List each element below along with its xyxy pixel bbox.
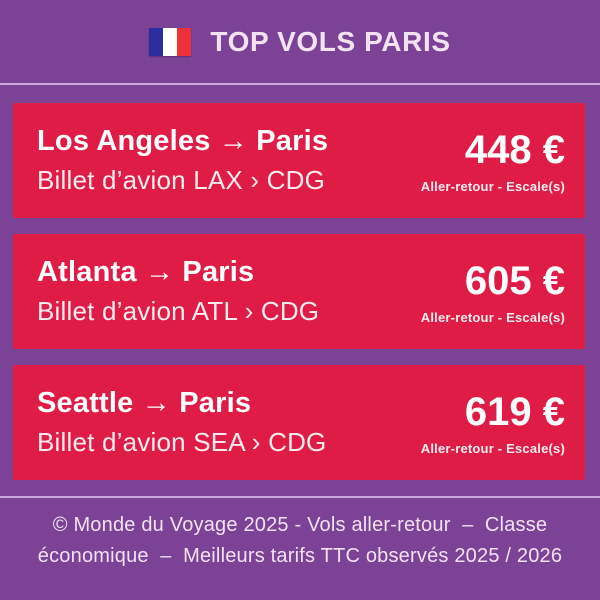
flight-route: Los Angeles → Paris bbox=[37, 125, 329, 157]
flight-route: Atlanta → Paris bbox=[37, 256, 255, 288]
flight-info: Atlanta → Paris Billet d’avion ATL › CDG bbox=[37, 256, 319, 327]
header: TOP VOLS PARIS bbox=[0, 0, 600, 85]
flight-card-los-angeles-paris[interactable]: Los Angeles → Paris Billet d’avion LAX ›… bbox=[13, 103, 585, 218]
flag-blue-stripe bbox=[149, 27, 164, 56]
flight-route: Seattle → Paris bbox=[37, 387, 252, 419]
flag-white-stripe bbox=[163, 27, 178, 56]
flag-red-stripe bbox=[177, 27, 192, 56]
flight-price-block: 605 € Aller-retour - Escale(s) bbox=[421, 259, 565, 325]
flight-price: 605 € bbox=[464, 258, 565, 303]
flight-card-atlanta-paris[interactable]: Atlanta → Paris Billet d’avion ATL › CDG… bbox=[13, 234, 585, 349]
french-flag-icon bbox=[149, 27, 192, 56]
footer-copyright-line2: économique – Meilleurs tarifs TTC observ… bbox=[37, 545, 563, 567]
flight-price: 448 € bbox=[464, 127, 565, 172]
flight-info: Seattle → Paris Billet d’avion SEA › CDG bbox=[37, 387, 326, 458]
flight-description: Billet d’avion SEA › CDG bbox=[37, 427, 327, 457]
flight-price-block: 448 € Aller-retour - Escale(s) bbox=[421, 128, 565, 194]
flight-card-list: Los Angeles → Paris Billet d’avion LAX ›… bbox=[0, 85, 600, 480]
footer-copyright-line1: © Monde du Voyage 2025 - Vols aller-reto… bbox=[52, 514, 548, 536]
flight-card-seattle-paris[interactable]: Seattle → Paris Billet d’avion SEA › CDG… bbox=[13, 365, 585, 480]
flight-conditions: Aller-retour - Escale(s) bbox=[420, 309, 565, 325]
page-title: TOP VOLS PARIS bbox=[210, 25, 451, 57]
flight-price-block: 619 € Aller-retour - Escale(s) bbox=[421, 390, 565, 456]
flight-info: Los Angeles → Paris Billet d’avion LAX ›… bbox=[37, 125, 328, 196]
flight-description: Billet d’avion LAX › CDG bbox=[37, 165, 326, 195]
flight-conditions: Aller-retour - Escale(s) bbox=[420, 440, 565, 456]
footer: © Monde du Voyage 2025 - Vols aller-reto… bbox=[0, 496, 600, 596]
flight-price: 619 € bbox=[464, 389, 565, 434]
flight-description: Billet d’avion ATL › CDG bbox=[37, 296, 320, 326]
flight-conditions: Aller-retour - Escale(s) bbox=[420, 178, 565, 194]
